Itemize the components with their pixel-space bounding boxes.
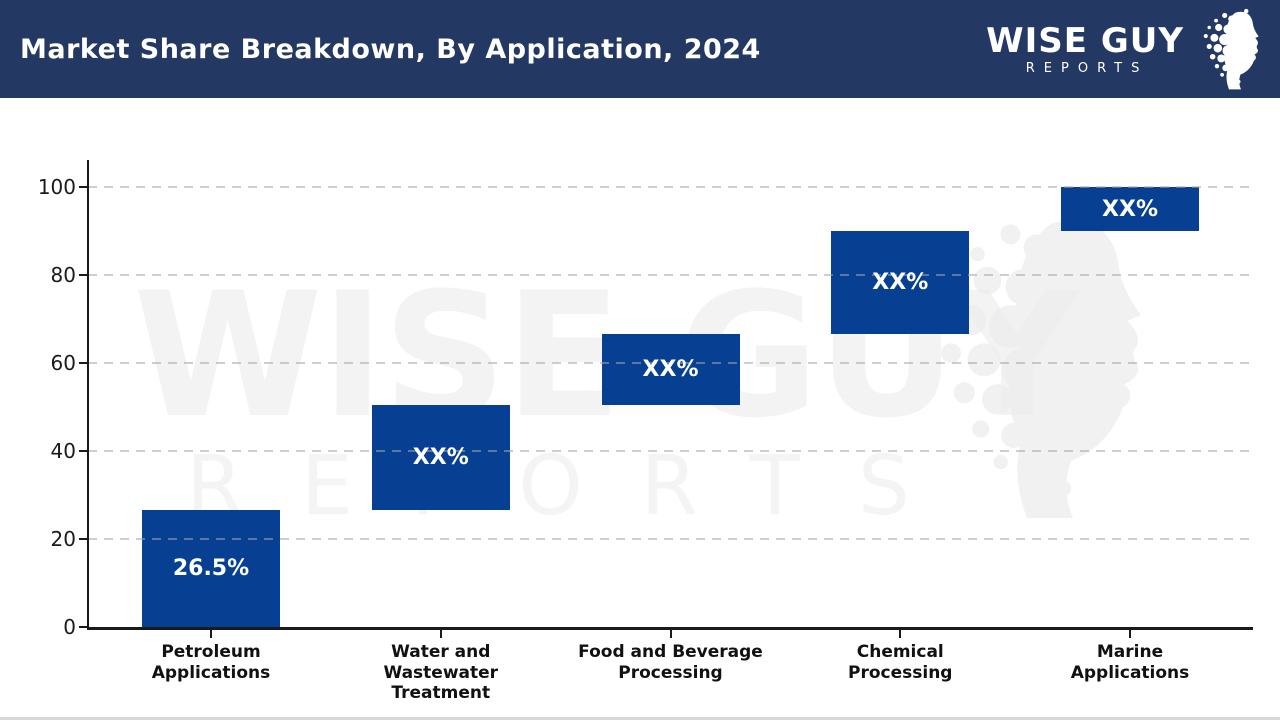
bar-value-label-3: XX% — [642, 357, 699, 383]
y-axis-line — [87, 160, 89, 628]
y-tick-80 — [79, 274, 87, 276]
bar-value-label-2: XX% — [412, 445, 469, 471]
chart-area: WISE GUY REPORTS 0 20 40 60 80 100 26.5% Petrol… — [0, 98, 1280, 717]
category-label-4: Chemical Processing — [848, 642, 953, 683]
page-title: Market Share Breakdown, By Application, … — [20, 33, 761, 65]
gridline-100 — [88, 186, 1253, 188]
y-tick-40 — [79, 450, 87, 452]
category-label-5: Marine Applications — [1070, 642, 1190, 683]
category-label-2: Water and Wastewater Treatment — [383, 642, 499, 704]
y-tick-100 — [79, 186, 87, 188]
dotted-head-profile-icon — [1203, 8, 1259, 90]
watermark-subtitle: REPORTS — [186, 439, 968, 534]
footer-line — [0, 717, 1280, 720]
y-tick-60 — [79, 362, 87, 364]
x-tick-5 — [1129, 630, 1131, 638]
y-tick-label-100: 100 — [37, 175, 76, 199]
x-tick-3 — [669, 630, 672, 638]
y-tick-20 — [79, 538, 87, 540]
category-label-3: Food and Beverage Processing — [578, 642, 763, 683]
y-tick-label-80: 80 — [50, 263, 76, 287]
gridline-40 — [88, 450, 1253, 452]
wise-guy-reports-logo: WISE GUY REPORTS — [986, 0, 1272, 98]
x-tick-1 — [210, 630, 212, 638]
header-bar: Market Share Breakdown, By Application, … — [0, 0, 1280, 98]
gridline-60 — [88, 362, 1253, 364]
bar-value-label-4: XX% — [872, 270, 929, 296]
logo-wordmark: WISE GUY — [986, 20, 1184, 61]
bar-1 — [142, 510, 280, 627]
gridline-20 — [88, 538, 1253, 540]
bar-2 — [371, 404, 510, 511]
x-axis-line — [87, 627, 1253, 630]
x-tick-2 — [439, 630, 442, 638]
bar-value-label-1: 26.5% — [172, 556, 250, 582]
category-label-1: Petroleum Applications — [151, 642, 271, 683]
logo-subtitle: REPORTS — [1025, 60, 1149, 76]
gridline-80 — [88, 274, 1253, 276]
logo-text: WISE GUY REPORTS — [986, 24, 1184, 75]
y-tick-label-0: 0 — [63, 615, 76, 639]
y-tick-label-20: 20 — [50, 527, 76, 551]
bar-value-label-5: XX% — [1102, 196, 1158, 222]
y-tick-label-60: 60 — [50, 351, 76, 375]
bar-3 — [601, 334, 740, 405]
y-tick-label-40: 40 — [50, 439, 76, 463]
y-tick-0 — [79, 626, 87, 628]
x-tick-4 — [899, 630, 902, 638]
